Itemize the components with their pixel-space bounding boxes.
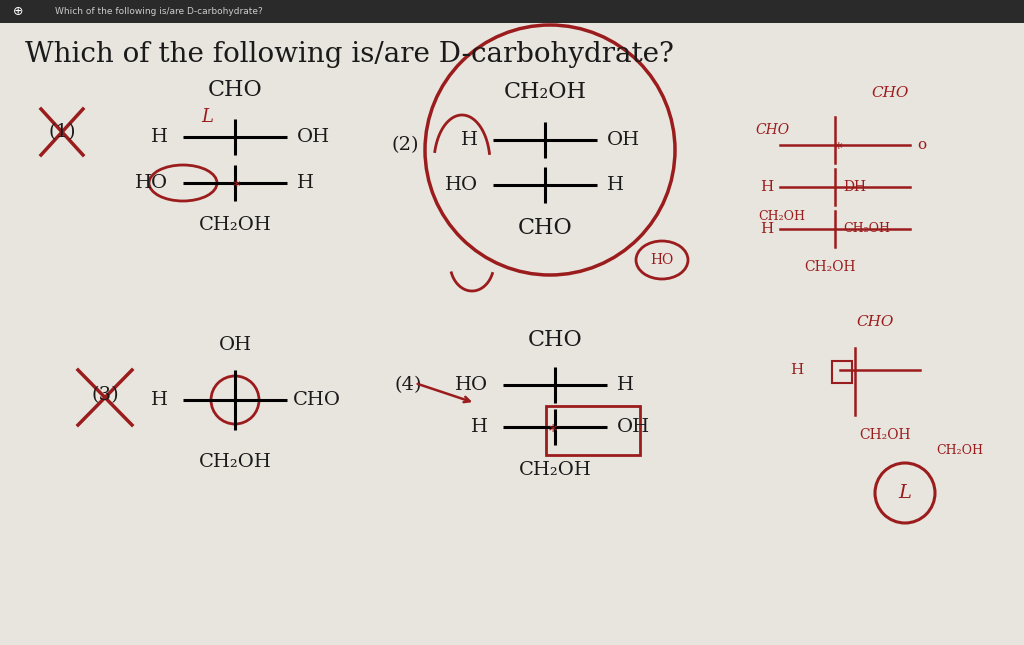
Text: (4): (4) [394, 376, 422, 394]
Text: OH: OH [617, 418, 650, 436]
Text: HO: HO [135, 174, 168, 192]
Text: HO: HO [444, 176, 478, 194]
Text: OH: OH [297, 128, 330, 146]
Text: *: * [233, 180, 241, 194]
Text: H: H [760, 222, 773, 236]
Text: CHO: CHO [527, 329, 583, 351]
Text: H: H [790, 363, 803, 377]
Text: CHO: CHO [856, 315, 894, 329]
Text: CH₂OH: CH₂OH [843, 223, 890, 235]
Text: HO: HO [455, 376, 488, 394]
Text: CH₂OH: CH₂OH [937, 444, 983, 457]
Text: H: H [151, 391, 168, 409]
Text: CH₂OH: CH₂OH [199, 216, 271, 234]
Text: H: H [297, 174, 314, 192]
Text: Which of the following is/are D-carbohydrate?: Which of the following is/are D-carbohyd… [55, 7, 263, 16]
Text: CHO: CHO [293, 391, 341, 409]
Text: DH: DH [843, 180, 866, 194]
Text: CH₂OH: CH₂OH [804, 260, 856, 274]
Text: OH: OH [607, 131, 640, 149]
Text: (2): (2) [391, 136, 419, 154]
Text: H: H [607, 176, 624, 194]
Text: ⊕: ⊕ [12, 5, 24, 18]
Text: CHO: CHO [517, 217, 572, 239]
Text: H: H [151, 128, 168, 146]
Text: CH₂OH: CH₂OH [859, 428, 910, 442]
Text: CH₂OH: CH₂OH [504, 81, 587, 103]
Text: *: * [549, 424, 557, 441]
Text: H: H [760, 180, 773, 194]
Text: H: H [471, 418, 488, 436]
Text: CH₂OH: CH₂OH [518, 461, 592, 479]
Text: L: L [898, 484, 911, 502]
Text: HO: HO [650, 253, 674, 267]
Text: Which of the following is/are D-carbohydrate?: Which of the following is/are D-carbohyd… [25, 41, 674, 68]
Text: CHO: CHO [871, 86, 908, 100]
Text: L: L [201, 108, 213, 126]
Text: CHO: CHO [756, 123, 790, 137]
Text: (3): (3) [91, 386, 119, 404]
Text: (1): (1) [48, 123, 76, 141]
Text: CH₂OH: CH₂OH [759, 210, 806, 224]
Text: H: H [461, 131, 478, 149]
Text: OH: OH [218, 336, 252, 354]
Text: CHO: CHO [208, 79, 262, 101]
Text: CH₂OH: CH₂OH [199, 453, 271, 471]
Text: H: H [617, 376, 634, 394]
Text: *: * [836, 142, 843, 156]
FancyBboxPatch shape [0, 0, 1024, 23]
Text: o: o [918, 138, 926, 152]
